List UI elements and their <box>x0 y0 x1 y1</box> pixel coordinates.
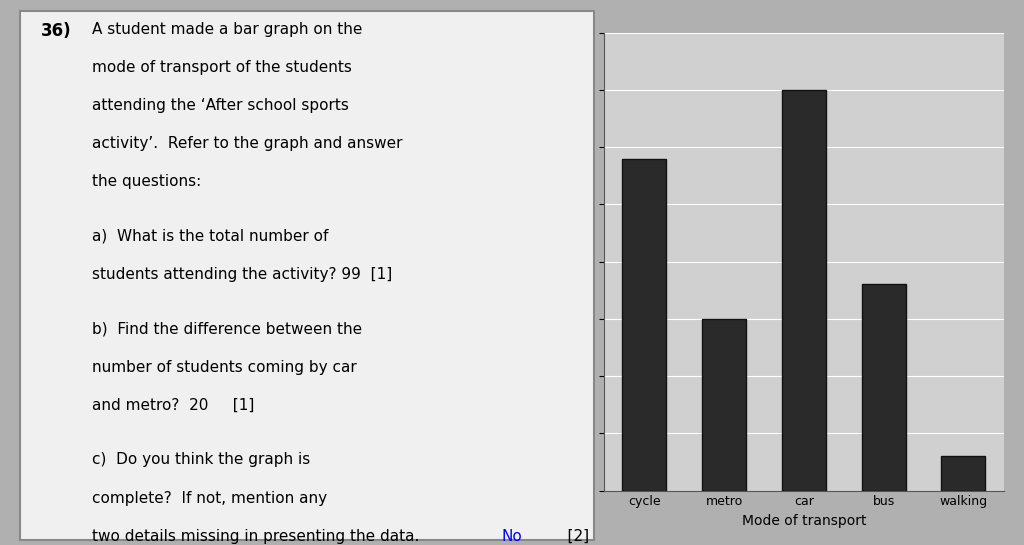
Text: activity’.  Refer to the graph and answer: activity’. Refer to the graph and answer <box>92 136 402 152</box>
Text: attending the ‘After school sports: attending the ‘After school sports <box>92 98 349 113</box>
X-axis label: Mode of transport: Mode of transport <box>741 514 866 528</box>
Bar <box>623 159 667 490</box>
Bar <box>861 284 905 490</box>
Text: [2]: [2] <box>548 529 589 544</box>
Text: A student made a bar graph on the: A student made a bar graph on the <box>92 22 362 37</box>
Text: a)  What is the total number of: a) What is the total number of <box>92 229 329 244</box>
Text: students attending the activity? 99  [1]: students attending the activity? 99 [1] <box>92 267 392 282</box>
Text: the questions:: the questions: <box>92 174 202 190</box>
Text: two details missing in presenting the data.: two details missing in presenting the da… <box>92 529 420 544</box>
Text: complete?  If not, mention any: complete? If not, mention any <box>92 490 328 506</box>
Text: number of students coming by car: number of students coming by car <box>92 360 357 375</box>
Bar <box>782 90 825 490</box>
Text: No: No <box>502 529 522 544</box>
Text: c)  Do you think the graph is: c) Do you think the graph is <box>92 452 310 468</box>
Bar <box>941 456 985 490</box>
Text: 36): 36) <box>41 22 72 40</box>
Text: b)  Find the difference between the: b) Find the difference between the <box>92 322 362 337</box>
Text: mode of transport of the students: mode of transport of the students <box>92 60 352 75</box>
Bar <box>702 319 746 490</box>
Text: and metro?  20     [1]: and metro? 20 [1] <box>92 398 255 413</box>
